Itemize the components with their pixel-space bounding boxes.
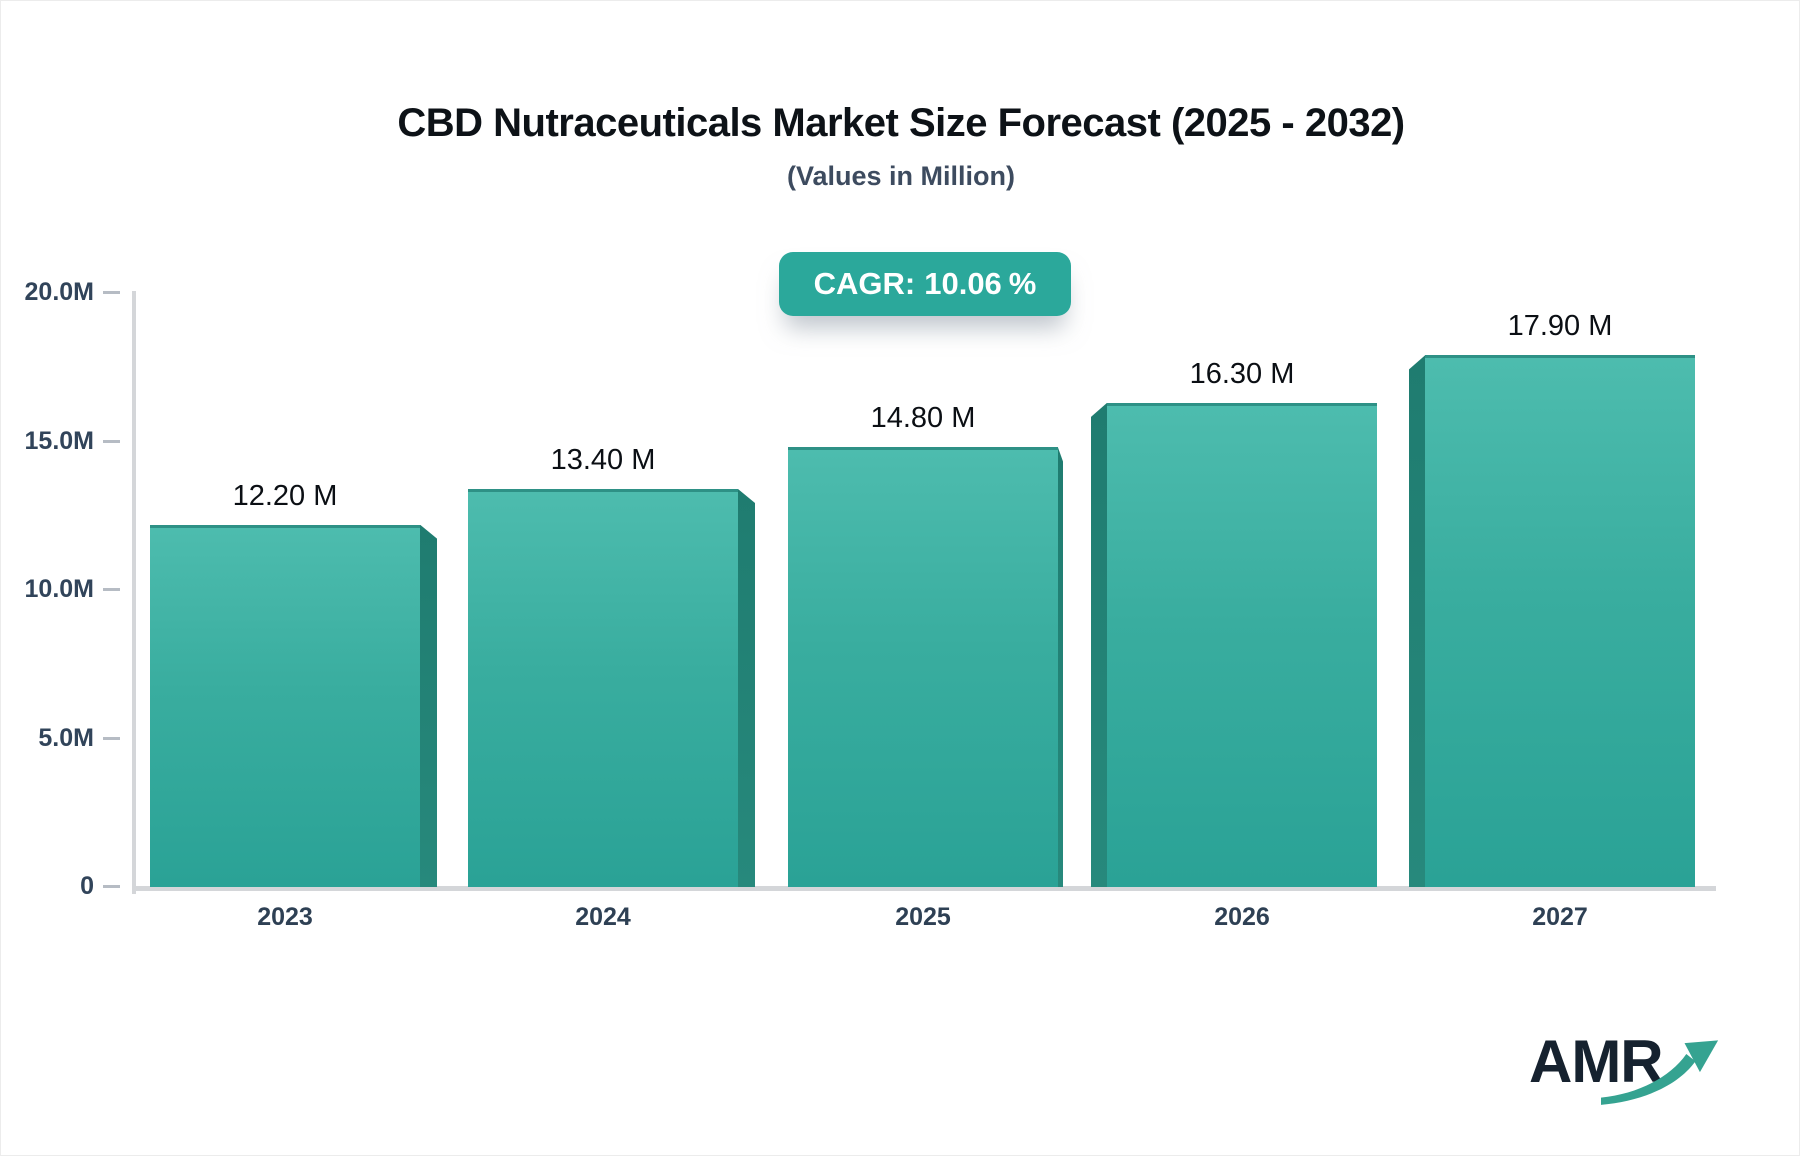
- bar-value-label: 14.80 M: [870, 402, 976, 435]
- cagr-label: CAGR:: [813, 266, 916, 301]
- amr-logo-text: AMR: [1529, 1028, 1664, 1095]
- bar-side-facet: [738, 489, 755, 887]
- bar-side-facet: [1058, 447, 1063, 887]
- x-axis-line: [132, 886, 1716, 891]
- bar-value-label: 12.20 M: [232, 479, 338, 512]
- trend-up-arrow-icon: [1601, 1040, 1719, 1105]
- y-axis-line: [132, 291, 136, 894]
- y-tick-label: 20.0M: [24, 278, 94, 306]
- chart-title: CBD Nutraceuticals Market Size Forecast …: [397, 101, 1405, 145]
- x-tick-label-2026: 2026: [1214, 903, 1270, 931]
- cagr-value: 10.06: [924, 266, 1002, 301]
- y-tick-mark: [103, 291, 120, 294]
- bar-side-facet: [1409, 355, 1425, 887]
- y-tick-mark: [103, 885, 120, 888]
- bar-value-label: 16.30 M: [1189, 357, 1295, 390]
- x-tick-label-2027: 2027: [1532, 903, 1588, 931]
- y-tick-label: 15.0M: [24, 426, 94, 455]
- bar-value-label: 17.90 M: [1507, 310, 1613, 343]
- bar-value-label: 13.40 M: [550, 444, 656, 477]
- y-tick-mark: [103, 439, 120, 443]
- bar-side-facet: [1091, 402, 1107, 887]
- y-tick-label: 10.0M: [24, 575, 94, 603]
- y-tick-label: 5.0M: [38, 723, 94, 752]
- x-tick-label-2023: 2023: [257, 903, 313, 931]
- chart-subtitle: (Values in Million): [786, 161, 1016, 191]
- bar-2026: [1107, 402, 1377, 887]
- bar-2027: [1425, 355, 1695, 887]
- amr-logo: AMR: [1529, 1023, 1719, 1113]
- x-tick-label-2025: 2025: [895, 903, 951, 931]
- y-tick-mark: [103, 736, 120, 740]
- x-tick-label-2024: 2024: [575, 903, 631, 931]
- cagr-unit: %: [1008, 266, 1037, 301]
- bar-2024: [468, 489, 738, 887]
- cagr-badge: CAGR: 10.06 %: [779, 252, 1071, 316]
- bar-side-facet: [420, 524, 437, 887]
- bar-2023: [150, 524, 420, 887]
- y-tick-mark: [103, 588, 120, 591]
- bar-2025: [788, 447, 1058, 887]
- y-tick-label: 0: [80, 872, 94, 900]
